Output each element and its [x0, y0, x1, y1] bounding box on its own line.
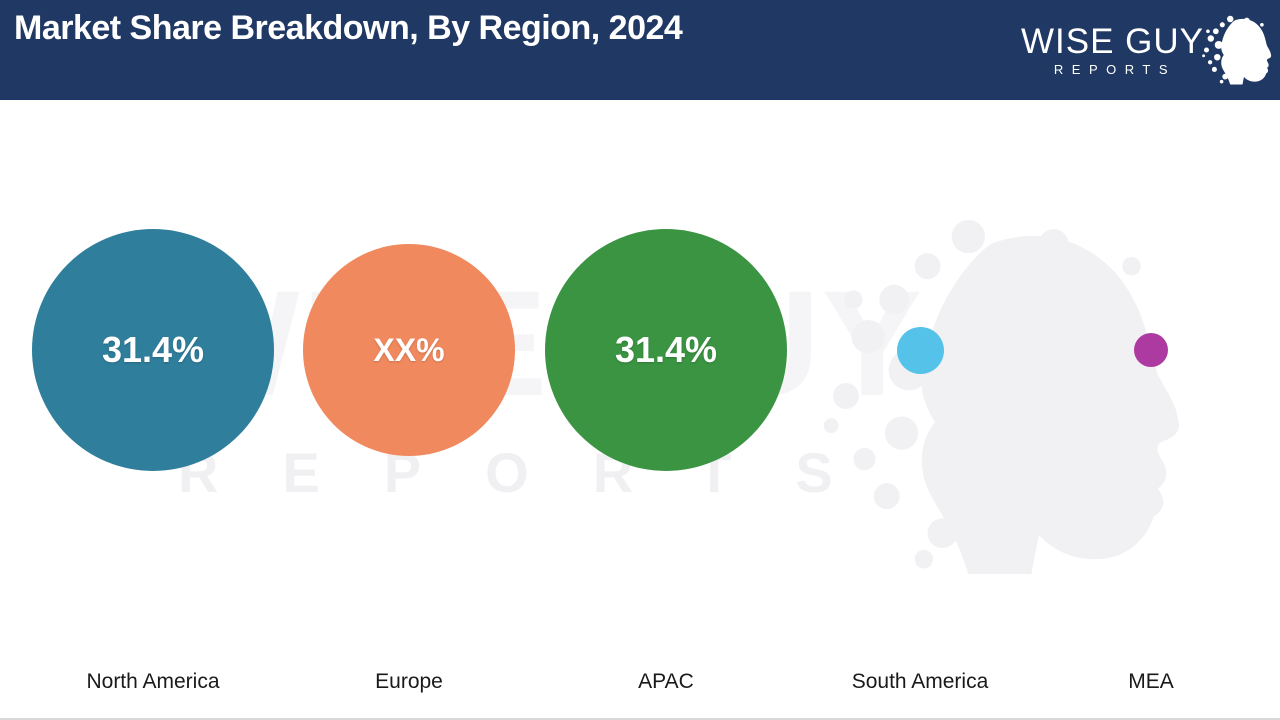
- wiseguy-head-watermark-icon: [812, 218, 1184, 574]
- logo-wordmark-line1: WISE GUY: [1020, 21, 1204, 61]
- watermark-subtext: REPORTS: [178, 441, 897, 504]
- bubble-north-america: 31.4%: [32, 229, 274, 471]
- category-label-south-america: South America: [851, 670, 989, 693]
- bubble-value-apac: 31.4%: [614, 329, 718, 370]
- bubble-value-north-america: 31.4%: [101, 329, 205, 370]
- wiseguy-head-icon: [1200, 8, 1272, 92]
- category-label-north-america: North America: [86, 670, 220, 693]
- brand-logo: WISE GUY REPORTS: [1021, 4, 1272, 96]
- bubble-mea: [1134, 333, 1168, 367]
- logo-wordmark: WISE GUY REPORTS: [1021, 24, 1204, 77]
- category-label-mea: MEA: [1128, 670, 1174, 693]
- category-label-europe: Europe: [375, 670, 443, 693]
- bubble-apac: 31.4%: [545, 229, 787, 471]
- chart-area: WISE GUY REPORTS 31.4% XX% 31.4% North A…: [0, 100, 1280, 720]
- bubble-south-america: [896, 326, 944, 374]
- bubble-value-europe: XX%: [373, 331, 445, 368]
- logo-wordmark-line2: REPORTS: [1053, 61, 1177, 77]
- bottom-edge-divider: [0, 718, 1280, 720]
- page-title: Market Share Breakdown, By Region, 2024: [14, 9, 683, 47]
- bubble-europe: XX%: [303, 244, 515, 456]
- category-label-apac: APAC: [638, 670, 694, 693]
- header-bar: Market Share Breakdown, By Region, 2024 …: [0, 0, 1280, 100]
